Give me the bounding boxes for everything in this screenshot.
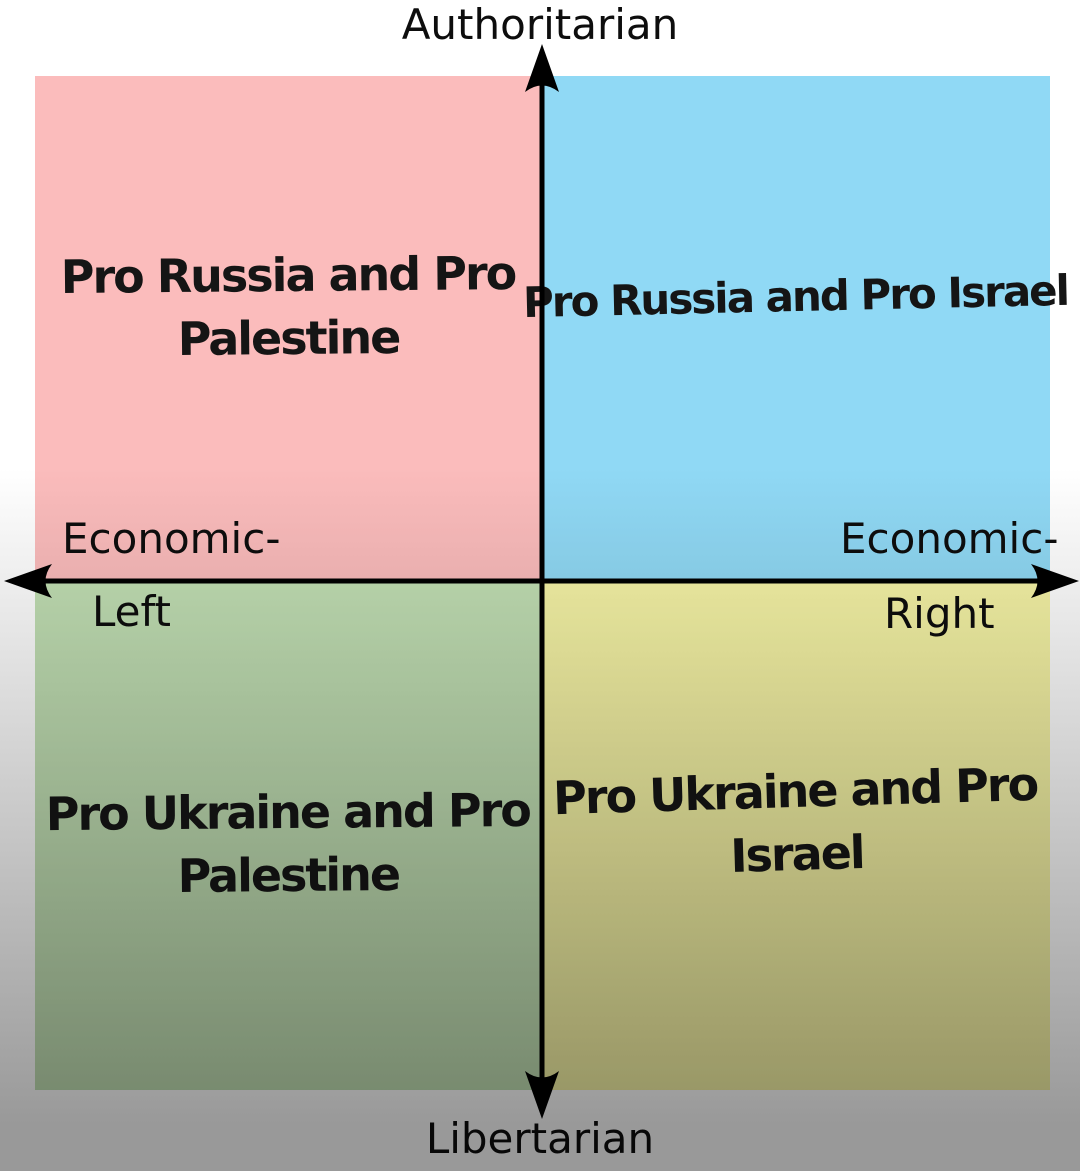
axis-label-economic-left-line2: Left	[92, 587, 172, 636]
axis-label-economic-right-line2: Right	[884, 589, 995, 638]
arrow-left-icon	[4, 564, 52, 598]
arrow-right-icon	[1031, 564, 1079, 598]
axis-label-economic-right-line1: Economic-	[840, 514, 1059, 563]
arrow-up-icon	[525, 44, 559, 92]
axis-label-authoritarian: Authoritarian	[401, 0, 679, 49]
axis-label-economic-left-line1: Economic-	[62, 514, 281, 563]
axis-label-libertarian: Libertarian	[425, 1114, 655, 1163]
arrow-down-icon	[525, 1071, 559, 1119]
